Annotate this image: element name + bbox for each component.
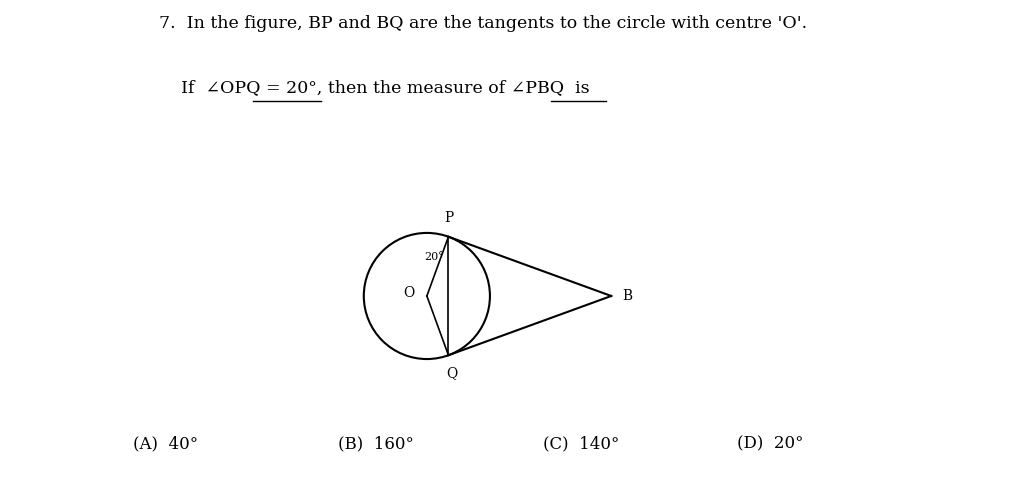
Text: 7.  In the figure, BP and BQ are the tangents to the circle with centre 'O'.: 7. In the figure, BP and BQ are the tang…	[159, 15, 807, 32]
Text: B: B	[623, 289, 633, 303]
Text: 20°: 20°	[425, 252, 444, 262]
Text: If  ∠OPQ = 20°, then the measure of ∠PBQ  is: If ∠OPQ = 20°, then the measure of ∠PBQ …	[159, 79, 590, 96]
Text: (C)  140°: (C) 140°	[543, 435, 620, 452]
Text: P: P	[443, 211, 453, 225]
Text: (D)  20°: (D) 20°	[737, 435, 804, 452]
Text: (A)  40°: (A) 40°	[133, 435, 199, 452]
Text: Q: Q	[446, 367, 457, 380]
Text: O: O	[403, 286, 415, 300]
Text: (B)  160°: (B) 160°	[338, 435, 414, 452]
